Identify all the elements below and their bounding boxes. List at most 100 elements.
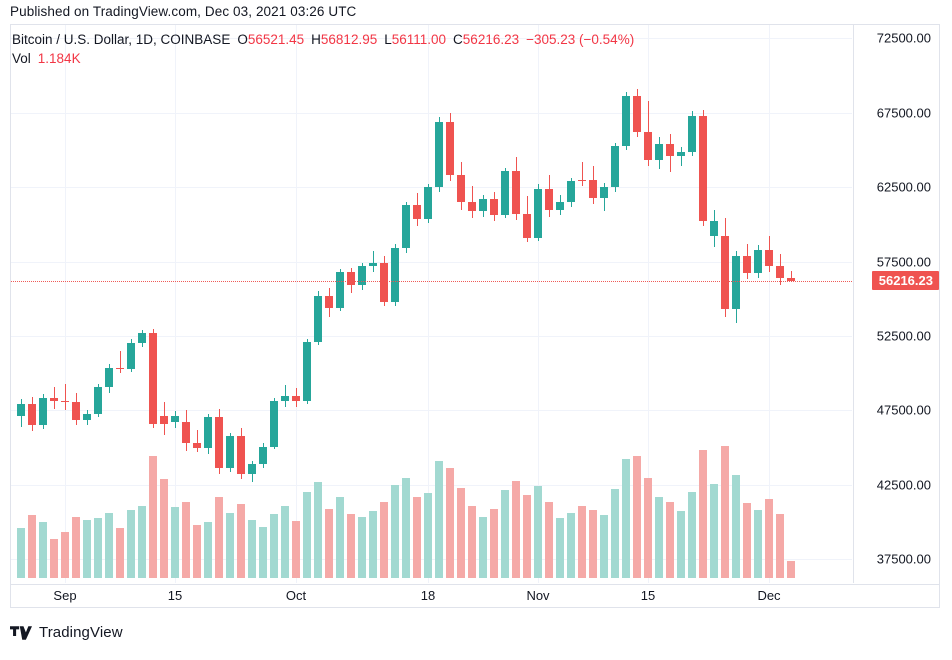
volume-bar: [193, 525, 201, 578]
volume-bar: [413, 497, 421, 578]
volume-bar: [336, 497, 344, 578]
volume-bar: [182, 501, 190, 578]
candle-wick: [54, 386, 55, 409]
candle-body: [336, 272, 344, 308]
volume-bar: [567, 512, 575, 578]
volume-bar: [270, 514, 278, 578]
volume-bar: [325, 508, 333, 578]
price-gridline: [11, 335, 852, 337]
time-axis-label: Sep: [53, 588, 77, 603]
time-axis-label: 18: [420, 588, 436, 603]
volume-bar: [292, 521, 300, 578]
volume-bar: [710, 483, 718, 578]
candle-body: [248, 463, 256, 474]
volume-bar: [204, 522, 212, 578]
candle-wick: [285, 385, 286, 407]
time-axis[interactable]: Sep 15 Oct 18 Nov 15 Dec: [11, 584, 939, 607]
candle-body: [457, 174, 465, 203]
volume-bar: [633, 455, 641, 578]
time-axis-label: Nov: [526, 588, 550, 603]
candle-body: [204, 417, 212, 449]
price-axis-label: 57500.00: [876, 254, 931, 270]
price-axis-label: 52500.00: [876, 328, 931, 344]
volume-bar: [237, 504, 245, 578]
candle-wick: [120, 350, 121, 374]
price-axis-label: 42500.00: [876, 477, 931, 493]
candle-wick: [65, 383, 66, 411]
candle-body: [501, 170, 509, 215]
candle-body: [259, 446, 267, 464]
volume-bar: [545, 501, 553, 578]
current-price-tag[interactable]: 56216.23: [871, 271, 939, 291]
volume-bar: [490, 508, 498, 578]
price-axis-label: 67500.00: [876, 105, 931, 121]
volume-bar: [523, 494, 531, 578]
tradingview-logo-icon: [10, 625, 32, 640]
price-gridline: [11, 38, 852, 40]
volume-bar: [314, 482, 322, 578]
volume-bar: [116, 527, 124, 578]
candle-body: [127, 342, 135, 370]
candle-body: [347, 272, 355, 286]
time-axis-label: 15: [640, 588, 656, 603]
volume-bar: [622, 458, 630, 578]
volume-bar: [534, 486, 542, 578]
candle-body: [83, 414, 91, 421]
price-plot-area[interactable]: [11, 25, 852, 583]
volume-bar: [754, 509, 762, 578]
volume-bar: [127, 509, 135, 578]
candle-body: [292, 396, 300, 402]
time-gridline: [769, 25, 770, 583]
candle-body: [490, 199, 498, 215]
volume-bar: [479, 516, 487, 578]
volume-bar: [39, 522, 47, 578]
volume-bar: [666, 501, 674, 578]
volume-bar: [457, 487, 465, 578]
candle-body: [600, 187, 608, 198]
volume-bar: [358, 516, 366, 578]
candle-body: [138, 333, 146, 343]
current-price-line: [11, 280, 852, 282]
candle-body: [622, 96, 630, 146]
time-gridline: [296, 25, 297, 583]
volume-bar: [105, 512, 113, 578]
candle-body: [149, 333, 157, 424]
candle-body: [666, 144, 674, 156]
candle-body: [688, 115, 696, 153]
candle-body: [94, 387, 102, 415]
volume-bar: [160, 479, 168, 578]
volume-bar: [765, 498, 773, 578]
candle-body: [765, 249, 773, 267]
time-gridline: [65, 25, 66, 583]
candle-body: [699, 115, 707, 222]
candle-body: [182, 421, 190, 444]
candle-body: [435, 121, 443, 188]
candle-wick: [197, 429, 198, 453]
candle-body: [50, 398, 58, 401]
price-axis[interactable]: 72500.00 67500.00 62500.00 57500.00 52500.00…: [853, 25, 939, 583]
volume-bar: [380, 501, 388, 578]
candle-body: [545, 188, 553, 210]
candle-body: [17, 403, 25, 417]
candle-body: [369, 263, 377, 267]
candle-body: [710, 221, 718, 237]
candle-body: [160, 416, 168, 424]
candle-body: [39, 398, 47, 426]
candle-body: [655, 144, 663, 161]
candle-body: [314, 295, 322, 342]
candle-body: [270, 401, 278, 447]
candle-body: [105, 367, 113, 388]
volume-bar: [215, 497, 223, 578]
volume-bar: [589, 509, 597, 578]
time-gridline: [175, 25, 176, 583]
price-gridline: [11, 410, 852, 412]
volume-bar: [138, 505, 146, 578]
candle-body: [446, 121, 454, 175]
candle-body: [358, 266, 366, 286]
volume-bar: [94, 518, 102, 578]
candle-body: [721, 236, 729, 310]
candle-body: [61, 400, 69, 403]
tradingview-footer: TradingView: [10, 624, 123, 641]
candle-body: [325, 295, 333, 308]
candle-body: [567, 181, 575, 203]
